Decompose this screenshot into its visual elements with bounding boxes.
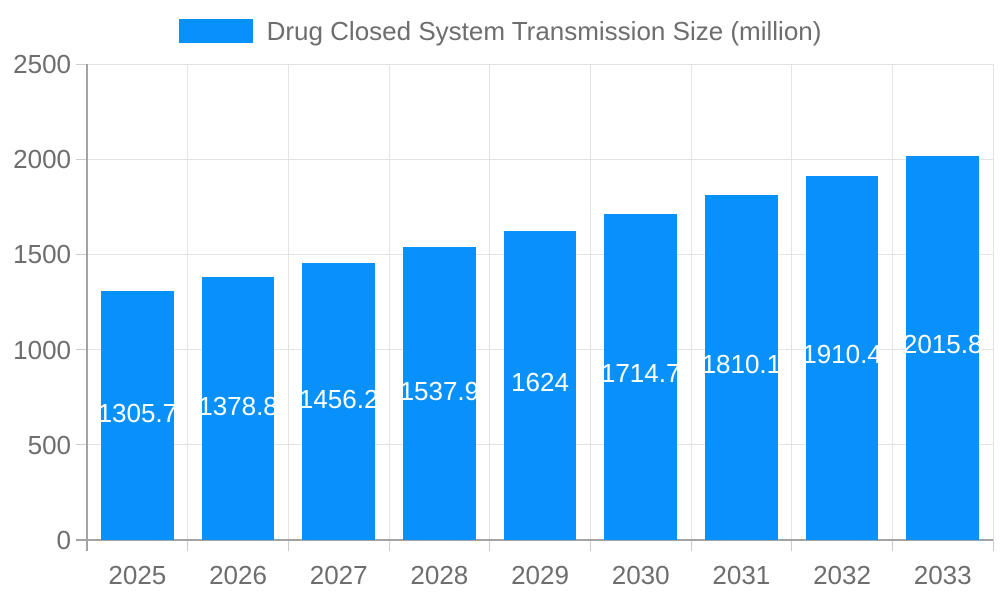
y-axis-tick xyxy=(76,158,87,160)
bar-value-label: 1714.7 xyxy=(600,358,681,389)
bar[interactable] xyxy=(805,176,879,540)
gridline-vertical xyxy=(388,64,390,540)
x-axis-tick xyxy=(589,540,591,551)
chart-legend[interactable]: Drug Closed System Transmission Size (mi… xyxy=(0,16,1000,46)
legend-swatch-icon xyxy=(178,19,253,43)
x-axis-label: 2032 xyxy=(813,560,871,590)
gridline-vertical xyxy=(187,64,189,540)
x-axis-tick xyxy=(489,540,491,551)
bar[interactable] xyxy=(302,262,376,540)
y-axis-label: 500 xyxy=(27,429,71,460)
bar-value-label: 1305.7 xyxy=(97,398,178,429)
bar-value-label: 1910.4 xyxy=(802,339,882,370)
x-axis-tick xyxy=(388,540,390,551)
bar[interactable] xyxy=(704,195,778,540)
y-axis-label: 1500 xyxy=(13,239,71,270)
bar-value-label: 1456.2 xyxy=(298,383,379,414)
x-axis-label: 2030 xyxy=(611,560,670,590)
x-axis-label: 2028 xyxy=(410,560,469,590)
x-axis-tick xyxy=(187,540,189,551)
y-axis-line xyxy=(86,64,88,551)
y-axis-label: 2000 xyxy=(13,144,71,175)
x-axis-label: 2029 xyxy=(511,560,569,590)
y-axis-tick xyxy=(76,349,87,351)
gridline-horizontal xyxy=(87,158,993,160)
x-axis-label: 2025 xyxy=(108,560,167,590)
gridline-horizontal xyxy=(87,63,993,65)
bar-value-label: 1810.1 xyxy=(701,349,782,380)
x-axis-tick xyxy=(690,540,692,551)
gridline-vertical xyxy=(690,64,692,540)
x-axis-line xyxy=(76,539,993,541)
x-axis-tick xyxy=(287,540,289,551)
bar[interactable] xyxy=(906,156,980,540)
bar-value-label: 1378.8 xyxy=(198,391,278,422)
gridline-vertical xyxy=(992,64,994,540)
gridline-vertical xyxy=(791,64,793,540)
y-axis-tick xyxy=(76,444,87,446)
bar-value-label: 1624 xyxy=(511,367,569,398)
y-axis-label: 1000 xyxy=(13,334,71,365)
bar[interactable] xyxy=(402,247,476,540)
y-axis-label: 0 xyxy=(56,525,71,555)
gridline-vertical xyxy=(489,64,491,540)
x-axis-tick xyxy=(791,540,793,551)
x-axis-label: 2026 xyxy=(209,560,267,590)
y-axis-tick xyxy=(76,253,87,255)
x-axis-label: 2033 xyxy=(913,560,972,590)
y-axis-tick xyxy=(76,63,87,65)
bar[interactable] xyxy=(201,277,275,540)
bar-value-label: 2015.8 xyxy=(902,329,983,360)
bar-value-label: 1537.9 xyxy=(399,375,480,406)
x-axis-tick xyxy=(992,540,994,551)
legend-label: Drug Closed System Transmission Size (mi… xyxy=(266,16,822,46)
gridline-vertical xyxy=(287,64,289,540)
x-axis-label: 2027 xyxy=(309,560,368,590)
y-axis-label: 2500 xyxy=(13,49,71,79)
bar[interactable] xyxy=(604,213,678,540)
x-axis-tick xyxy=(891,540,893,551)
bar[interactable] xyxy=(100,291,174,540)
bar[interactable] xyxy=(503,230,577,540)
gridline-vertical xyxy=(891,64,893,540)
x-axis-label: 2031 xyxy=(712,560,771,590)
gridline-vertical xyxy=(589,64,591,540)
